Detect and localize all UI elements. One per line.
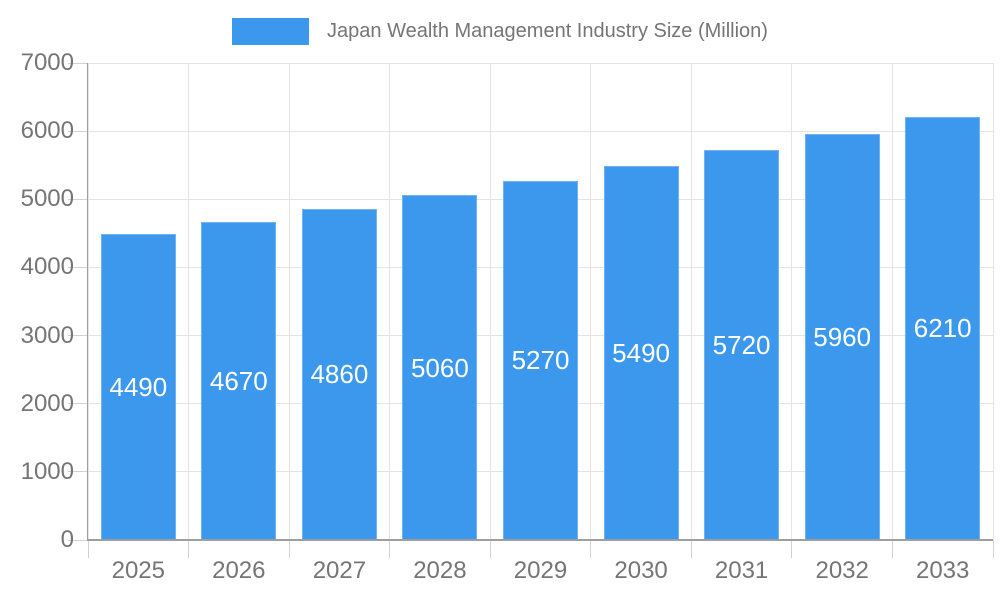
bar-value-label: 5060 <box>410 352 469 383</box>
x-gridline <box>288 63 290 540</box>
x-tick-label: 2026 <box>212 557 266 584</box>
y-tick-mark <box>68 198 88 200</box>
y-tick-label: 7000 <box>20 49 74 76</box>
bar <box>503 180 578 540</box>
y-gridline <box>88 130 993 132</box>
x-gridline <box>791 63 793 540</box>
y-tick-label: 3000 <box>20 321 74 349</box>
bar <box>603 165 679 540</box>
bar <box>402 195 478 540</box>
legend-swatch <box>232 18 310 45</box>
y-tick-label: 1000 <box>20 457 74 485</box>
y-tick-mark <box>68 266 88 268</box>
bar <box>201 221 277 540</box>
y-tick-label: 4000 <box>20 253 74 281</box>
y-tick-mark <box>68 130 88 132</box>
x-tick-label: 2028 <box>413 557 467 584</box>
x-tick-mark <box>288 540 290 558</box>
bar-value-label: 4860 <box>310 359 369 390</box>
bar-value-label: 5720 <box>712 330 771 361</box>
y-tick-label: 0 <box>60 526 74 553</box>
x-tick-mark <box>891 540 893 558</box>
bar-value-label: 5960 <box>813 321 872 352</box>
y-tick-mark <box>68 539 88 541</box>
x-tick-label: 2029 <box>513 557 568 584</box>
x-gridline <box>489 63 491 540</box>
x-tick-label: 2031 <box>714 557 769 584</box>
y-tick-label: 2000 <box>20 389 74 417</box>
y-tick-mark <box>68 62 88 64</box>
bar-value-label: 5270 <box>511 345 570 376</box>
x-tick-mark <box>87 540 89 558</box>
bar <box>301 208 377 540</box>
y-gridline <box>88 62 993 64</box>
y-axis-line <box>86 63 88 541</box>
x-tick-label: 2032 <box>815 557 869 584</box>
x-axis-line <box>86 539 993 541</box>
x-gridline <box>891 63 893 540</box>
y-tick-label: 6000 <box>20 117 74 145</box>
legend: Japan Wealth Management Industry Size (M… <box>0 18 1000 45</box>
bar-value-label: 4670 <box>209 365 268 396</box>
x-tick-mark <box>590 540 592 558</box>
bar-value-label: 5490 <box>612 337 671 368</box>
x-tick-mark <box>992 540 994 558</box>
x-tick-label: 2030 <box>614 557 668 584</box>
x-gridline <box>87 63 89 540</box>
bar <box>804 133 880 540</box>
y-tick-mark <box>68 403 88 405</box>
y-tick-mark <box>68 335 88 337</box>
x-gridline <box>690 63 692 540</box>
x-tick-mark <box>489 540 491 558</box>
bar <box>100 234 176 540</box>
x-tick-mark <box>188 540 190 558</box>
x-gridline <box>188 63 190 540</box>
bar <box>704 150 780 540</box>
x-tick-mark <box>690 540 692 558</box>
legend-label: Japan Wealth Management Industry Size (M… <box>327 20 768 42</box>
y-tick-label: 5000 <box>20 185 74 213</box>
bar-value-label: 6210 <box>913 313 972 344</box>
x-gridline <box>590 63 592 540</box>
y-tick-mark <box>68 471 88 473</box>
x-gridline <box>992 63 994 540</box>
x-tick-label: 2033 <box>915 557 970 584</box>
x-tick-label: 2025 <box>111 557 165 584</box>
x-tick-mark <box>791 540 793 558</box>
x-gridline <box>389 63 391 540</box>
x-tick-mark <box>389 540 391 558</box>
x-tick-label: 2027 <box>312 557 367 584</box>
bar-value-label: 4490 <box>109 372 168 402</box>
